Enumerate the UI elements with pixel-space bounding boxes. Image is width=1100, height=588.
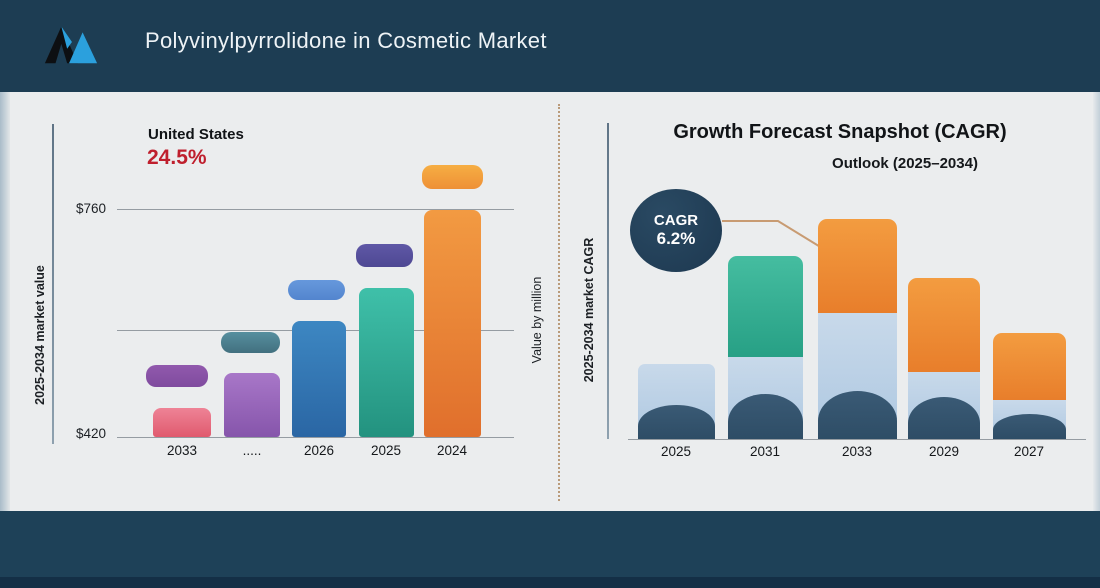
rbar-2033-top-segment [818,219,897,313]
value-by-million-label: Value by million [530,276,544,364]
y-tick-420: $420 [75,426,106,441]
rbar-2027-top-segment [993,333,1066,400]
rbar-2031-top-segment [728,256,803,357]
bar-cap-2025 [356,244,413,267]
header: Polyvinylpyrrolidone in Cosmetic Market [0,0,1100,92]
left-x-label-4: 2025 [370,443,402,458]
left-y-axis-line [52,124,54,444]
right-chart-title: Growth Forecast Snapshot (CAGR) [673,121,1007,143]
cagr-label: CAGR [653,212,699,229]
left-y-axis-label: 2025-2034 market value [33,265,47,405]
bar-2026 [292,321,346,437]
cagr-connector-line [722,220,823,249]
right-x-label-3: 2033 [841,444,873,459]
highlight-percentage: 24.5% [147,146,207,169]
right-chart-subtitle: Outlook (2025–2034) [832,155,978,172]
bar-2024 [424,210,481,437]
rbar-2025-base-segment [638,405,715,439]
footer-bottom-strip [0,577,1100,588]
left-x-label-2: ..... [242,443,262,458]
right-y-axis-line [607,123,609,439]
right-x-label-1: 2025 [660,444,692,459]
right-x-label-2: 2031 [749,444,781,459]
rbar-2027 [993,333,1066,439]
ama-logo-icon [44,26,98,64]
rbar-2031 [728,256,803,439]
bar-cap-dots [221,332,280,353]
footer: @ All Market Analysis Snapshot GlobalPol… [0,511,1100,588]
left-x-label-3: 2026 [303,443,335,458]
rbar-2025 [638,364,715,439]
rbar-2033-base-segment [818,391,897,439]
right-x-label-4: 2029 [928,444,960,459]
bar-cap-2026 [288,280,345,300]
panel-right-edge [1093,92,1100,511]
bar-cap-2033 [146,365,208,387]
page-title: Polyvinylpyrrolidone in Cosmetic Market [145,28,547,53]
right-x-label-5: 2027 [1013,444,1045,459]
left-x-label-1: 2033 [166,443,198,458]
cagr-bubble: CAGR 6.2% [630,189,722,272]
rbar-2027-base-segment [993,414,1066,439]
cagr-value: 6.2% [656,229,696,248]
bar-dots [224,373,280,437]
bar-2033 [153,408,211,437]
right-y-axis-label: 2025-2034 market CAGR [582,237,596,383]
rbar-2029-base-segment [908,397,980,439]
region-label: United States [148,126,244,143]
rbar-2029-top-segment [908,278,980,372]
rbar-2029 [908,278,980,439]
panel-divider [558,104,560,501]
rbar-2033 [818,219,897,439]
bar-2025 [359,288,414,437]
bar-cap-2024 [422,165,483,189]
rbar-2031-base-segment [728,394,803,439]
left-baseline [117,437,514,438]
right-baseline [628,439,1086,440]
y-tick-760: $760 [75,201,106,216]
gridline-760 [117,209,514,210]
left-x-label-5: 2024 [436,443,468,458]
panel-left-edge [0,92,10,511]
